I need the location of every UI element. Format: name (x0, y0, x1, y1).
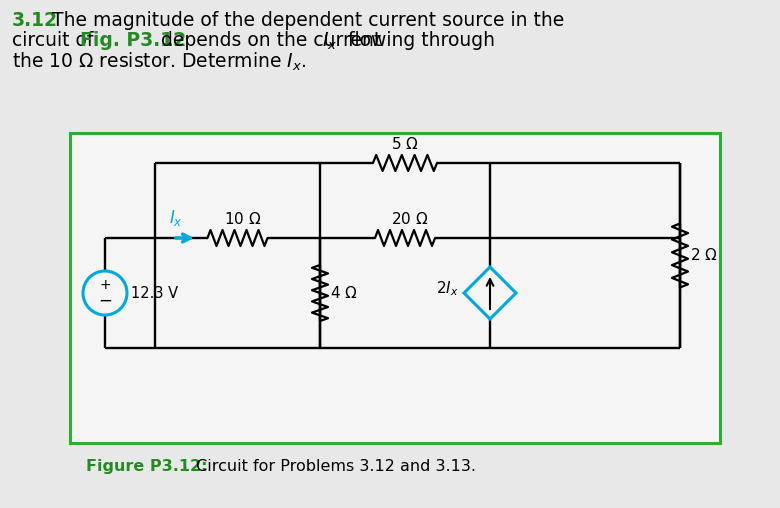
Text: Circuit for Problems 3.12 and 3.13.: Circuit for Problems 3.12 and 3.13. (191, 459, 476, 474)
Text: 20 $\Omega$: 20 $\Omega$ (392, 211, 429, 227)
Text: The magnitude of the dependent current source in the: The magnitude of the dependent current s… (52, 11, 564, 30)
Text: flowing through: flowing through (342, 31, 495, 50)
Text: circuit of: circuit of (12, 31, 99, 50)
Text: depends on the current: depends on the current (155, 31, 387, 50)
Text: 5 $\Omega$: 5 $\Omega$ (391, 136, 419, 152)
Text: Figure P3.12:: Figure P3.12: (86, 459, 207, 474)
Text: +: + (99, 278, 111, 292)
Text: −: − (98, 292, 112, 310)
Text: 12.3 V: 12.3 V (131, 285, 178, 301)
Text: 4 $\Omega$: 4 $\Omega$ (330, 285, 358, 301)
Text: $2I_x$: $2I_x$ (437, 279, 459, 298)
FancyBboxPatch shape (70, 133, 720, 443)
Text: the 10 $\Omega$ resistor. Determine $I_x$.: the 10 $\Omega$ resistor. Determine $I_x… (12, 51, 307, 73)
Text: 3.12: 3.12 (12, 11, 58, 30)
Text: Fig. P3.12: Fig. P3.12 (80, 31, 186, 50)
Text: $I_x$: $I_x$ (322, 31, 338, 52)
Text: 10 $\Omega$: 10 $\Omega$ (224, 211, 261, 227)
Text: $\mathit{I_x}$: $\mathit{I_x}$ (169, 208, 183, 228)
Text: 2 $\Omega$: 2 $\Omega$ (690, 247, 718, 264)
